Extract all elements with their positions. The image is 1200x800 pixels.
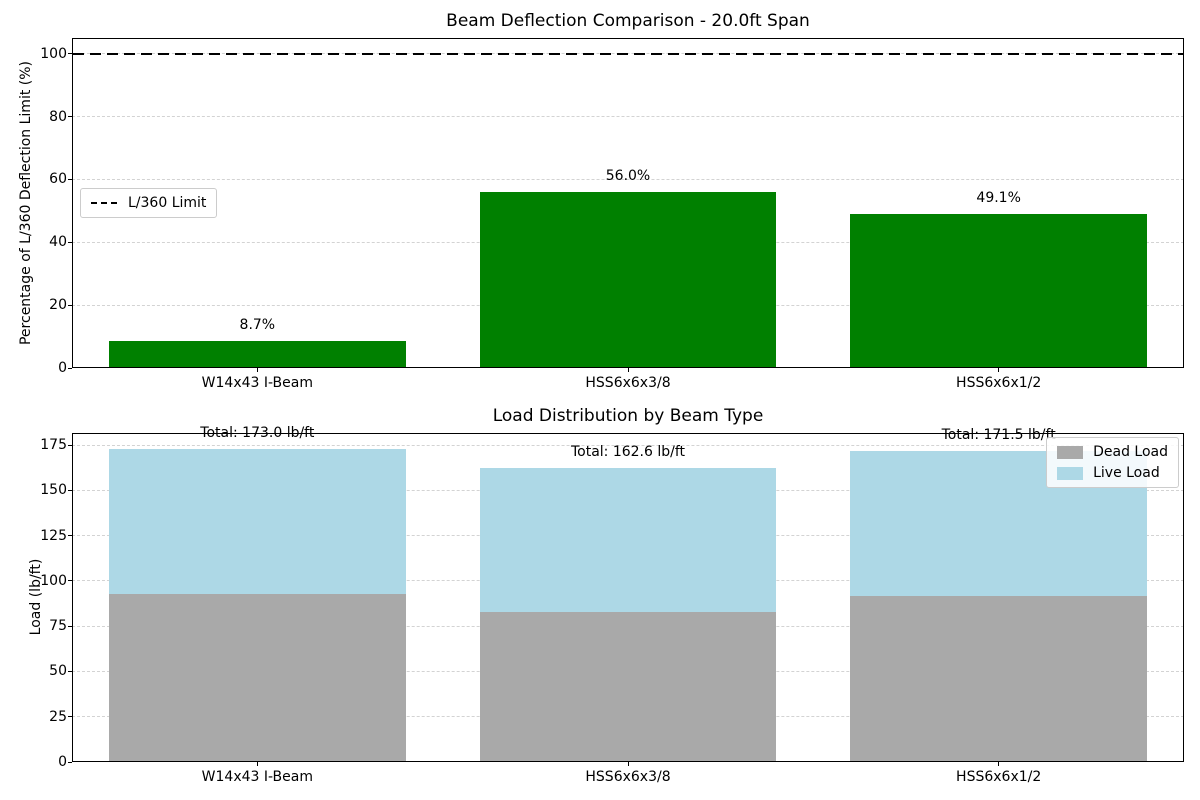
color-swatch: [1057, 445, 1084, 459]
gridline-60: [72, 178, 1184, 180]
gridline-80: [72, 116, 1184, 118]
deflection-bar: [850, 213, 1147, 368]
x-axis-tick-mark: [256, 368, 258, 372]
load-distribution-chart-plot-area: [72, 433, 1184, 762]
y-axis-tick-label: 150: [40, 482, 67, 499]
dead-load-bar-segment: [109, 593, 406, 762]
x-axis-tick-mark: [256, 762, 258, 766]
y-axis-tick-label: 0: [58, 754, 67, 770]
y-axis-tick-label: 100: [40, 45, 67, 62]
x-axis-tick-mark: [627, 762, 629, 766]
y-axis-tick-label: 75: [49, 618, 67, 635]
color-swatch: [1057, 466, 1084, 480]
live-load-bar-segment: [109, 448, 406, 594]
y-axis-tick-mark: [68, 444, 72, 446]
gridline-175: [72, 444, 1184, 446]
y-axis-tick-mark: [68, 489, 72, 491]
y-axis-tick-mark: [68, 625, 72, 627]
bar-value-label: 49.1%: [976, 189, 1021, 206]
y-axis-tick-label: 125: [40, 527, 67, 544]
load-distribution-chart-y-axis-label: Load (lb/ft): [28, 558, 44, 636]
legend-entry: Dead Load: [1057, 444, 1168, 460]
legend-label: Dead Load: [1093, 444, 1168, 460]
y-axis-tick-label: 50: [49, 663, 67, 680]
deflection-bar: [109, 340, 406, 368]
legend-label: L/360 Limit: [128, 195, 207, 211]
y-axis-tick-label: 80: [49, 108, 67, 125]
y-axis-tick-mark: [68, 241, 72, 243]
deflection-chart-title: Beam Deflection Comparison - 20.0ft Span: [446, 11, 810, 31]
deflection-bar: [479, 192, 777, 368]
legend-entry: Live Load: [1057, 465, 1168, 481]
y-axis-tick-mark: [68, 670, 72, 672]
legend-entry: L/360 Limit: [91, 195, 206, 211]
y-axis-tick-mark: [68, 304, 72, 306]
y-axis-tick-mark: [68, 761, 72, 763]
legend-label: Live Load: [1093, 465, 1160, 481]
y-axis-tick-mark: [68, 178, 72, 180]
y-axis-tick-label: 25: [49, 708, 67, 725]
limit-reference-line: [73, 52, 1183, 55]
load-distribution-chart-title: Load Distribution by Beam Type: [492, 406, 764, 426]
x-axis-tick-mark: [998, 368, 1000, 372]
y-axis-tick-label: 175: [40, 437, 67, 454]
live-load-bar-segment: [479, 467, 777, 613]
y-axis-tick-label: 60: [49, 171, 67, 188]
x-axis-tick-label: W14x43 I-Beam: [201, 769, 313, 785]
y-axis-tick-mark: [68, 116, 72, 118]
legend: L/360 Limit: [80, 188, 218, 218]
dead-load-bar-segment: [479, 612, 777, 762]
y-axis-tick-label: 100: [40, 572, 67, 589]
y-axis-tick-label: 20: [49, 297, 67, 314]
y-axis-tick-label: 0: [58, 360, 67, 376]
x-axis-tick-label: HSS6x6x1/2: [956, 769, 1042, 785]
y-axis-tick-mark: [68, 535, 72, 537]
total-annotation: Total: 171.5 lb/ft: [941, 427, 1056, 444]
total-annotation: Total: 173.0 lb/ft: [200, 424, 315, 441]
y-axis-tick-mark: [68, 367, 72, 369]
dashed-line-swatch: [91, 202, 118, 204]
y-axis-tick-mark: [68, 53, 72, 55]
total-annotation: Total: 162.6 lb/ft: [570, 443, 686, 460]
bar-value-label: 8.7%: [239, 316, 276, 333]
y-axis-tick-mark: [68, 580, 72, 582]
y-axis-tick-label: 40: [49, 234, 67, 251]
legend: Dead Load Live Load: [1046, 437, 1179, 488]
x-axis-tick-label: HSS6x6x3/8: [585, 375, 671, 391]
dead-load-bar-segment: [850, 596, 1147, 762]
x-axis-tick-label: W14x43 I-Beam: [201, 375, 313, 391]
x-axis-tick-mark: [627, 368, 629, 372]
deflection-chart-plot-area: [72, 38, 1184, 368]
x-axis-tick-mark: [998, 762, 1000, 766]
deflection-chart-y-axis-label: Percentage of L/360 Deflection Limit (%): [18, 60, 34, 346]
y-axis-tick-mark: [68, 716, 72, 718]
x-axis-tick-label: HSS6x6x1/2: [956, 375, 1042, 391]
bar-value-label: 56.0%: [605, 168, 651, 184]
x-axis-tick-label: HSS6x6x3/8: [585, 769, 671, 785]
